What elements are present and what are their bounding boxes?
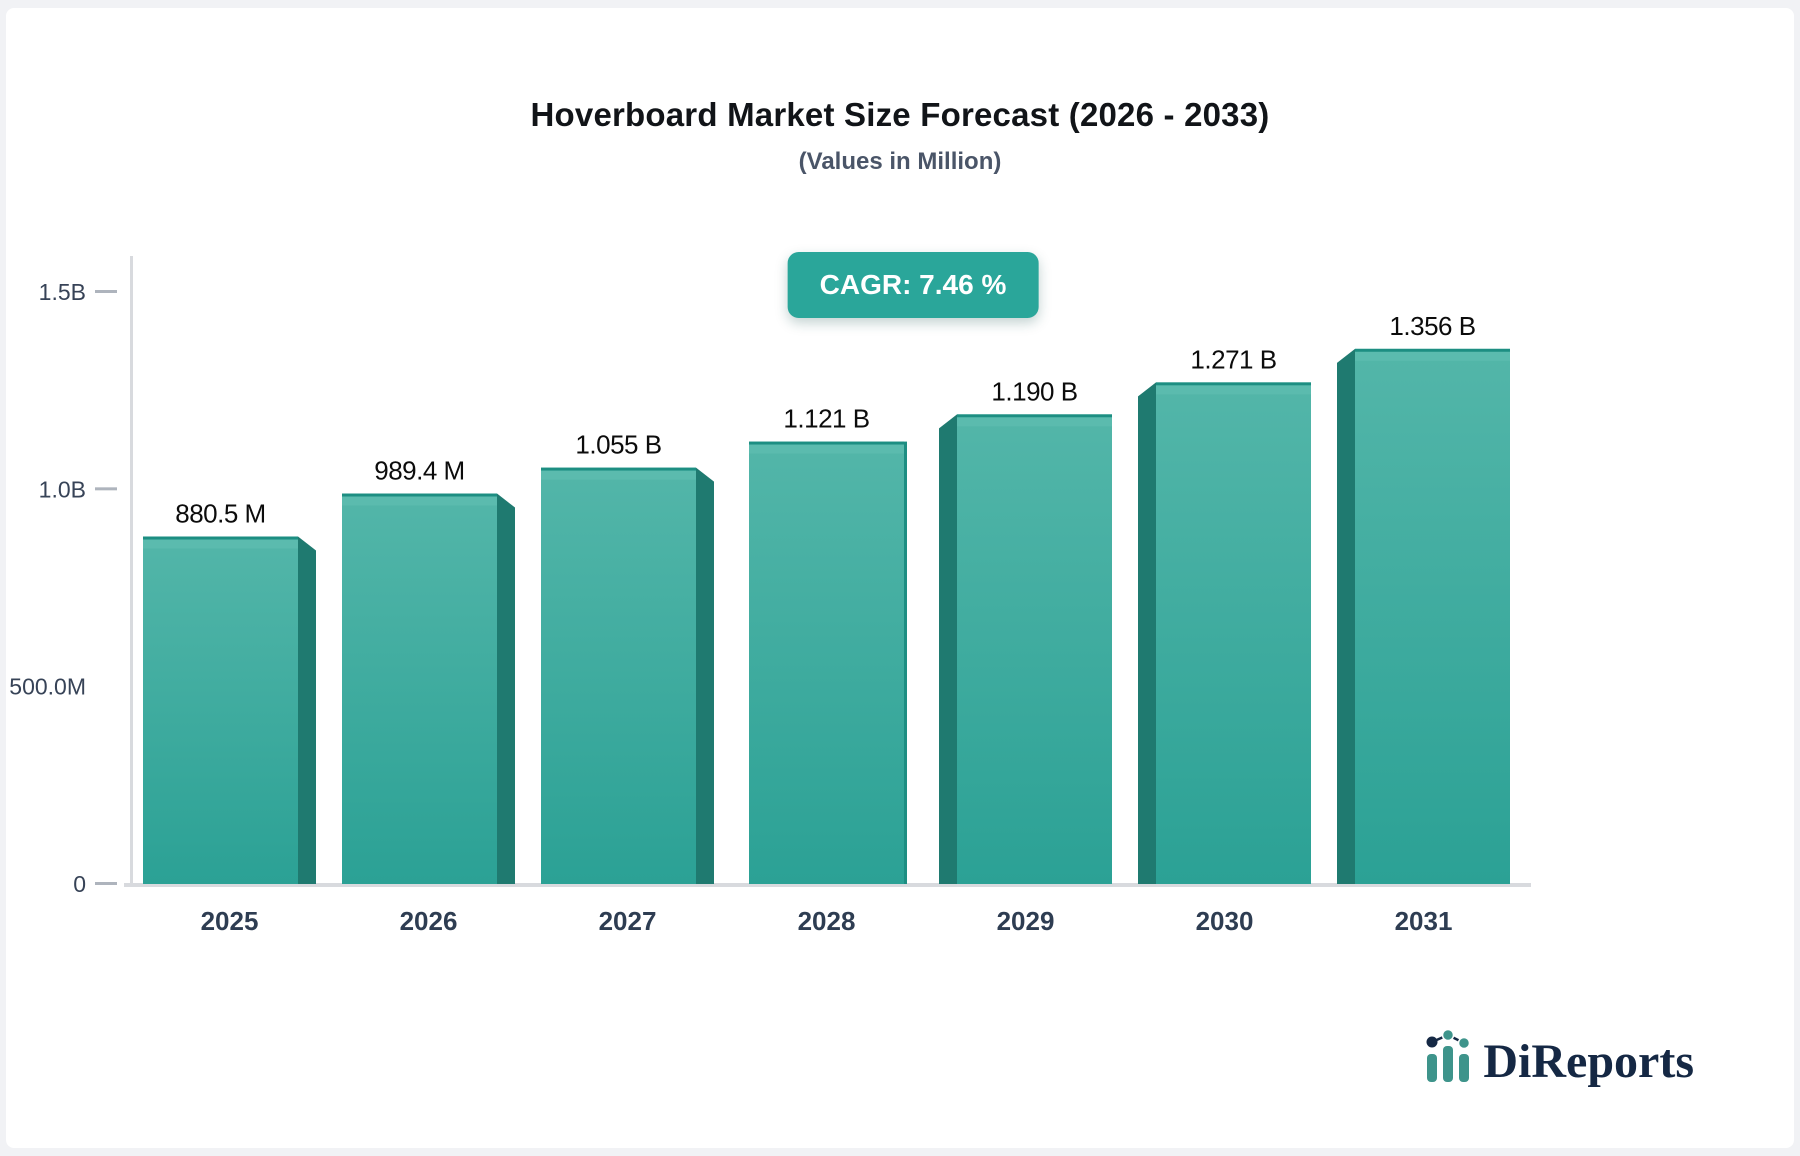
x-tick-label-2025: 2025 (201, 906, 259, 936)
bar-2027 (541, 467, 696, 884)
x-tick-label-2031: 2031 (1395, 906, 1453, 936)
bar-2025 (143, 536, 298, 884)
bar-side-2025 (298, 536, 316, 884)
bar-top-edge-2030 (1156, 382, 1311, 386)
value-label-2031: 1.356 B (1389, 311, 1475, 341)
tick-dash (95, 290, 117, 293)
bar-side-2031 (1337, 348, 1355, 884)
y-axis-line (130, 256, 133, 886)
value-label-2027: 1.055 B (575, 430, 661, 460)
bar-top-edge-2031 (1355, 348, 1510, 352)
x-tick-label-2030: 2030 (1196, 906, 1254, 936)
bar-top-edge-2025 (143, 536, 298, 540)
bar-top-band-2029 (957, 417, 1112, 427)
page-title: Hoverboard Market Size Forecast (2026 - … (530, 96, 1270, 133)
cagr-badge: CAGR: 7.46 % (787, 252, 1039, 318)
bar-side-2027 (696, 467, 714, 884)
x-axis-line (124, 883, 1531, 887)
tick-dash (95, 882, 117, 885)
x-tick-label-2029: 2029 (997, 906, 1055, 936)
mini-bar-line-chart-icon (1426, 1030, 1471, 1082)
bar-2028 (749, 441, 904, 884)
bar-top-band-2030 (1156, 385, 1311, 395)
value-label-2029: 1.190 B (991, 376, 1077, 406)
page-subtitle: (Values in Million) (798, 148, 1002, 175)
bar-side-2029 (939, 414, 957, 884)
bar-top-band-2025 (143, 539, 298, 549)
bar-side-2028 (902, 441, 907, 884)
bar-2030 (1156, 382, 1311, 884)
bar-top-edge-2028 (749, 441, 904, 445)
brand-logo: DiReports (1423, 1030, 1694, 1086)
value-label-2026: 989.4 M (374, 456, 464, 486)
value-label-2025: 880.5 M (175, 498, 265, 528)
bar-side-2030 (1138, 382, 1156, 884)
y-tick-label: 500.0M (9, 674, 86, 700)
y-tick-label: 1.0B (39, 476, 86, 502)
bar-top-band-2028 (749, 444, 904, 454)
tick-dash (95, 487, 117, 491)
x-tick-label-2027: 2027 (599, 906, 657, 936)
bar-2026 (342, 493, 497, 884)
bar-side-2026 (497, 493, 515, 884)
value-label-2028: 1.121 B (783, 404, 869, 434)
brand-logo-text: DiReports (1483, 1035, 1694, 1088)
bar-top-band-2026 (342, 496, 497, 506)
bar-2031 (1355, 348, 1510, 884)
y-tick-label: 1.5B (39, 279, 86, 305)
x-tick-label-2026: 2026 (400, 906, 458, 936)
bar-top-band-2027 (541, 470, 696, 480)
bar-top-band-2031 (1355, 351, 1510, 361)
value-label-2030: 1.271 B (1190, 344, 1276, 374)
x-tick-label-2028: 2028 (798, 906, 856, 936)
y-tick-label: 0 (73, 871, 86, 897)
bar-top-edge-2029 (957, 414, 1112, 418)
bar-top-edge-2026 (342, 493, 497, 497)
bar-2029 (957, 414, 1112, 884)
bar-top-edge-2027 (541, 467, 696, 471)
